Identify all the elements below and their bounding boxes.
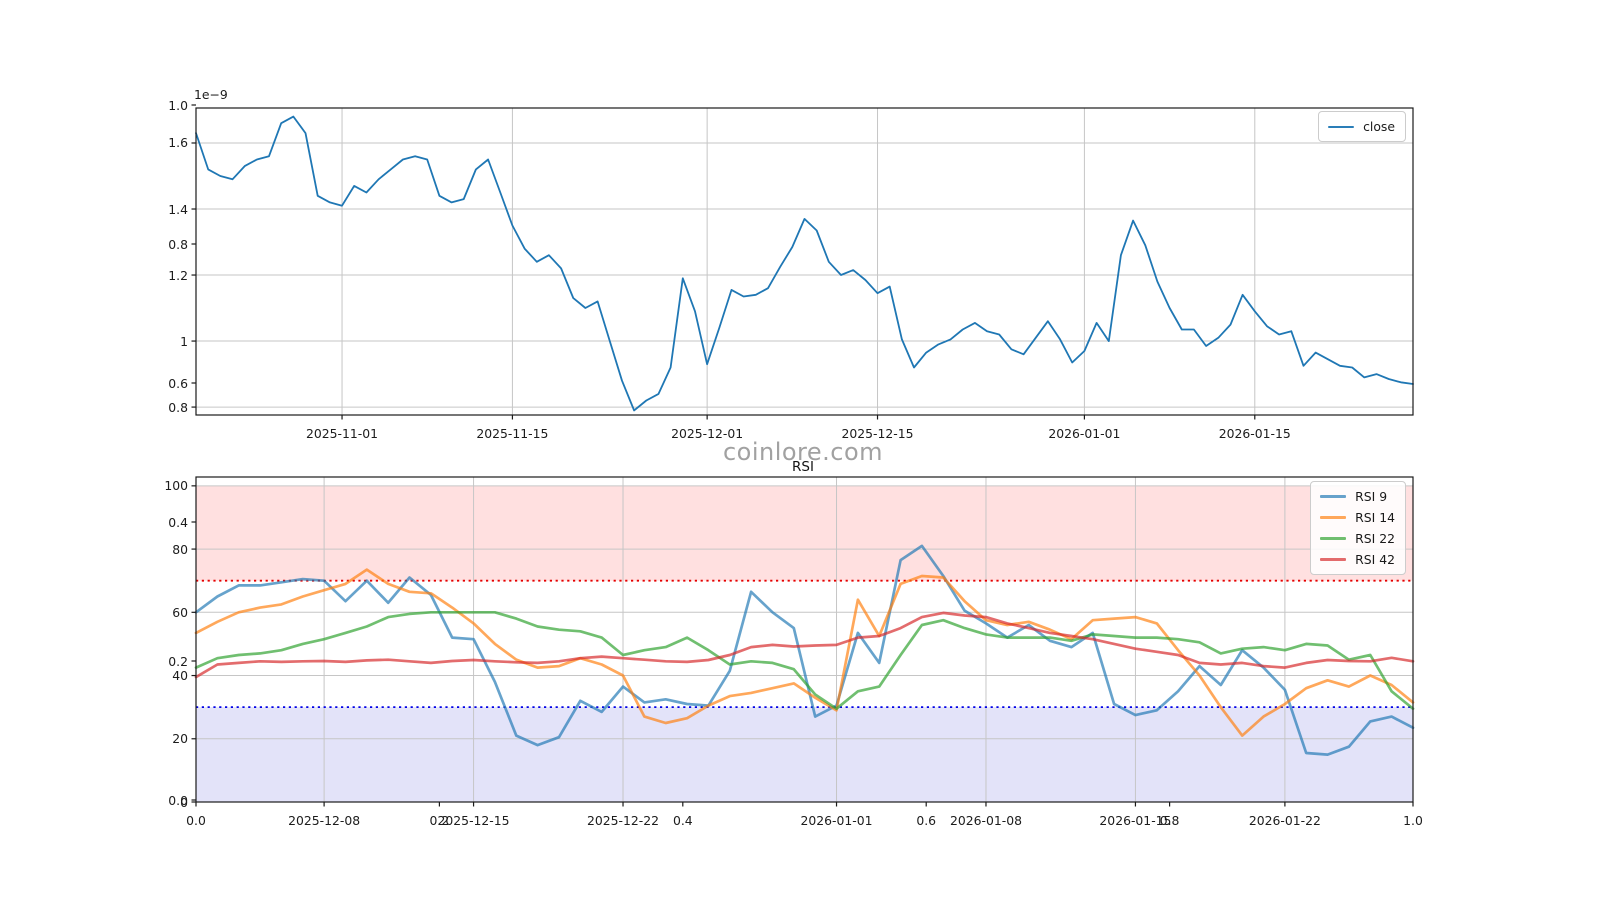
axes-frame (195, 476, 1414, 803)
overlay-x-tick-label: 0.6 (916, 813, 937, 828)
legend-item: RSI 14 (1320, 507, 1395, 528)
series-line-rsi-9 (194, 544, 1415, 756)
x-tick-label: 2025-11-15 (476, 426, 549, 441)
overlay-y-tick-label: 1.0 (168, 97, 188, 113)
legend-line-sample (1320, 495, 1347, 498)
legend-line-sample (1320, 516, 1347, 519)
legend-label: RSI 42 (1355, 552, 1395, 567)
x-tick-label: 2026-01-15 (1218, 426, 1291, 441)
x-tick-label: 2025-12-22 (587, 813, 660, 828)
legend-label: RSI 22 (1355, 531, 1395, 546)
overlay-x-tick-label: 0.4 (672, 813, 693, 828)
x-tick-label: 2025-12-01 (671, 426, 744, 441)
legend-item: RSI 9 (1320, 486, 1395, 507)
x-tick-label: 2025-12-15 (437, 813, 510, 828)
overlay-y-tick-label: 0.0 (168, 792, 188, 808)
legend-line-sample (1328, 125, 1355, 128)
overlay-y-tick-label: 0.8 (168, 236, 188, 252)
y-tick-label: 1 (180, 333, 188, 349)
y-tick-label: 100 (164, 478, 188, 494)
legend-item: close (1328, 116, 1395, 137)
legend-line-sample (1320, 558, 1347, 561)
overlay-x-tick-label: 0.0 (186, 813, 206, 828)
y-tick-label: 80 (172, 541, 188, 557)
series-line-rsi-42 (194, 611, 1415, 679)
overlay-x-tick-label: 0.8 (1159, 813, 1180, 828)
y-tick-label: 1.6 (168, 135, 188, 151)
y-tick-label: 40 (172, 668, 188, 684)
overlay-y-tick-label: 0.6 (168, 375, 188, 391)
rsi-legend: RSI 9 RSI 14 RSI 22 RSI 42 (1310, 481, 1406, 575)
x-tick-label: 2026-01-01 (1048, 426, 1121, 441)
x-tick-label: 2026-01-15 (1099, 813, 1172, 828)
overlay-y-tick-label: 0.4 (168, 514, 188, 530)
axes-frame (195, 107, 1414, 416)
overlay-x-tick-label: 0.2 (429, 813, 450, 828)
legend-line-sample (1320, 537, 1347, 540)
band-oversold (196, 707, 1413, 802)
x-tick-label: 2025-11-01 (306, 426, 379, 441)
rsi-chart-title: RSI (792, 459, 814, 475)
x-tick-label: 2026-01-08 (949, 813, 1022, 828)
legend-item: RSI 42 (1320, 549, 1395, 570)
y-tick-label: 1.4 (168, 201, 188, 217)
x-tick-label: 2026-01-22 (1248, 813, 1321, 828)
legend-label: close (1363, 119, 1395, 134)
overlay-x-tick-label: 1.0 (1403, 813, 1423, 828)
y-axis-offset-label: 1e−9 (194, 87, 228, 102)
y-tick-label: 0.8 (168, 399, 188, 415)
x-tick-label: 2026-01-01 (800, 813, 873, 828)
y-tick-label: 60 (172, 604, 188, 620)
y-tick-label: 20 (172, 731, 188, 747)
price-legend: close (1318, 111, 1406, 142)
series-line-close (195, 115, 1414, 412)
overlay-y-tick-label: 0.2 (168, 653, 188, 669)
band-overbought (196, 485, 1413, 581)
series-line-rsi-22 (194, 610, 1415, 711)
legend-item: RSI 22 (1320, 528, 1395, 549)
x-tick-label: 2025-12-08 (288, 813, 361, 828)
legend-label: RSI 9 (1355, 489, 1388, 504)
series-line-rsi-14 (194, 568, 1415, 737)
y-tick-label: 1.2 (168, 267, 188, 283)
watermark: coinlore.com (722, 438, 884, 466)
y-tick-label: 0 (180, 794, 188, 810)
legend-label: RSI 14 (1355, 510, 1395, 525)
x-tick-label: 2025-12-15 (841, 426, 914, 441)
